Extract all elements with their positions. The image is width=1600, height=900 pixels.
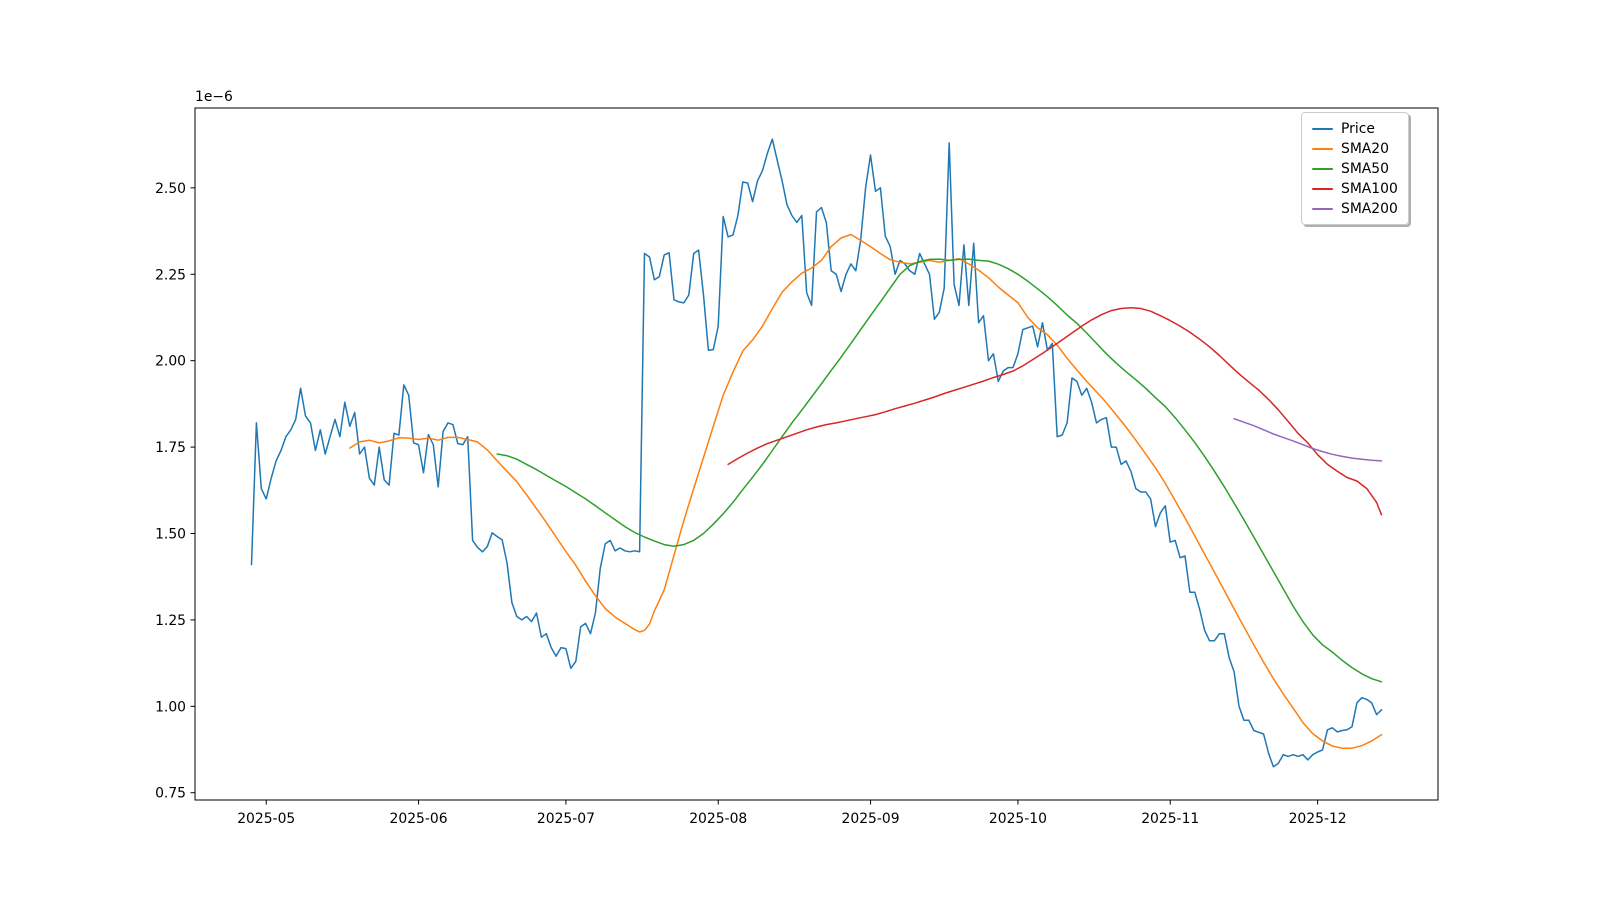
x-tick-label: 2025-11 <box>1141 811 1199 827</box>
legend-line-sample <box>1312 167 1333 170</box>
legend-line-sample <box>1312 127 1333 130</box>
x-tick-label: 2025-08 <box>689 811 747 827</box>
x-tick-label: 2025-06 <box>390 811 448 827</box>
legend-label: Price <box>1341 120 1375 137</box>
x-tick-label: 2025-10 <box>989 811 1047 827</box>
legend-box: Price SMA20 SMA50 SMA100 SMA200 <box>1301 112 1409 225</box>
legend-item-sma200: SMA200 <box>1312 200 1398 217</box>
y-tick-label: 2.25 <box>155 267 186 283</box>
legend-item-price: Price <box>1312 120 1398 137</box>
y-tick-label: 1.50 <box>155 527 186 543</box>
x-tick-label: 2025-07 <box>537 811 595 827</box>
legend-item-sma100: SMA100 <box>1312 180 1398 197</box>
legend-item-sma50: SMA50 <box>1312 160 1398 177</box>
y-tick-label: 1.00 <box>155 699 186 715</box>
legend-label: SMA200 <box>1341 200 1398 217</box>
sma200-line <box>1233 417 1383 462</box>
legend-label: SMA50 <box>1341 160 1389 177</box>
y-axis-offset-label: 1e−6 <box>195 89 233 105</box>
price-line <box>250 138 1383 768</box>
x-tick-label: 2025-05 <box>237 811 295 827</box>
x-tick-label: 2025-09 <box>842 811 900 827</box>
legend-line-sample <box>1312 207 1333 210</box>
legend-label: SMA100 <box>1341 180 1398 197</box>
plot-border <box>194 107 1439 801</box>
sma20-line <box>349 233 1383 749</box>
legend-item-sma20: SMA20 <box>1312 140 1398 157</box>
legend-line-sample <box>1312 147 1333 150</box>
legend-line-sample <box>1312 187 1333 190</box>
y-tick-label: 1.25 <box>155 613 186 629</box>
y-tick-label: 2.00 <box>155 354 186 370</box>
sma50-line <box>496 258 1383 683</box>
y-tick-label: 0.75 <box>155 786 186 802</box>
y-tick-label: 2.50 <box>155 181 186 197</box>
x-tick-label: 2025-12 <box>1289 811 1347 827</box>
legend-label: SMA20 <box>1341 140 1389 157</box>
y-tick-label: 1.75 <box>155 440 186 456</box>
sma100-line <box>727 307 1383 516</box>
